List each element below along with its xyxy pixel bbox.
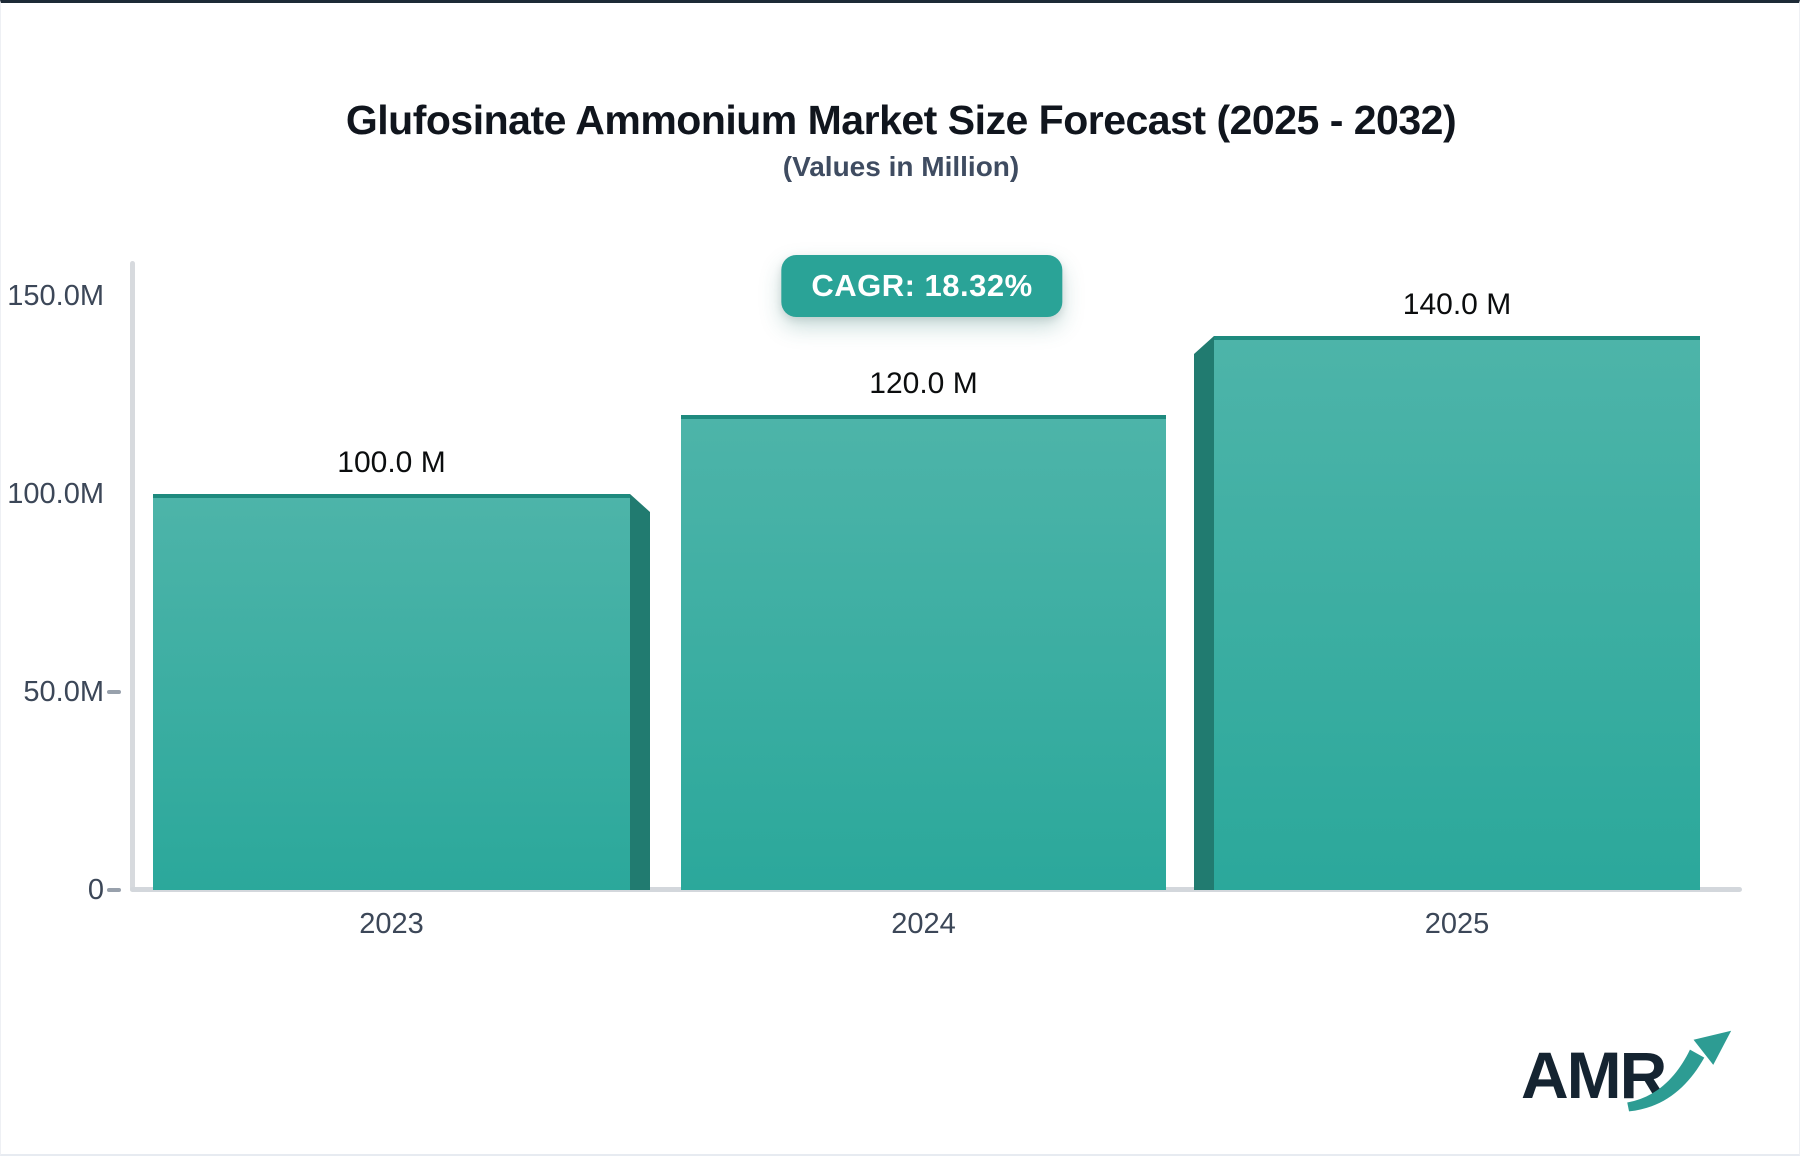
x-axis-label-2025: 2025 [1424, 908, 1490, 940]
growth-arrow-icon [1627, 1030, 1732, 1112]
y-axis-tick-label: 50.0M [23, 676, 104, 708]
amr-logo: AMR [1521, 1030, 1732, 1121]
y-axis-tick-mark [107, 690, 121, 694]
bar-value-label: 100.0 M [337, 446, 446, 479]
y-axis-tick-label: 150.0M [7, 280, 104, 312]
bar-value-label: 140.0 M [1402, 288, 1512, 321]
bar-value-label: 120.0 M [869, 367, 978, 400]
bar-2023 [153, 494, 630, 890]
chart-subtitle: (Values in Million) [782, 151, 1020, 182]
y-axis-tick-mark [107, 888, 121, 892]
y-axis-tick-label: 100.0M [7, 478, 104, 510]
cagr-badge: CAGR: 18.32% [781, 255, 1063, 317]
bar-2024 [681, 415, 1166, 890]
y-axis-line [130, 261, 135, 892]
y-axis-tick-label: 0 [87, 874, 104, 906]
bar-3d-side-2025 [1194, 336, 1214, 890]
bar-3d-side-2023 [630, 494, 650, 890]
bar-2025 [1214, 336, 1700, 890]
x-axis-label-2024: 2024 [891, 908, 956, 940]
x-axis-label-2023: 2023 [359, 908, 424, 940]
chart-title: Glufosinate Ammonium Market Size Forecas… [345, 97, 1457, 143]
